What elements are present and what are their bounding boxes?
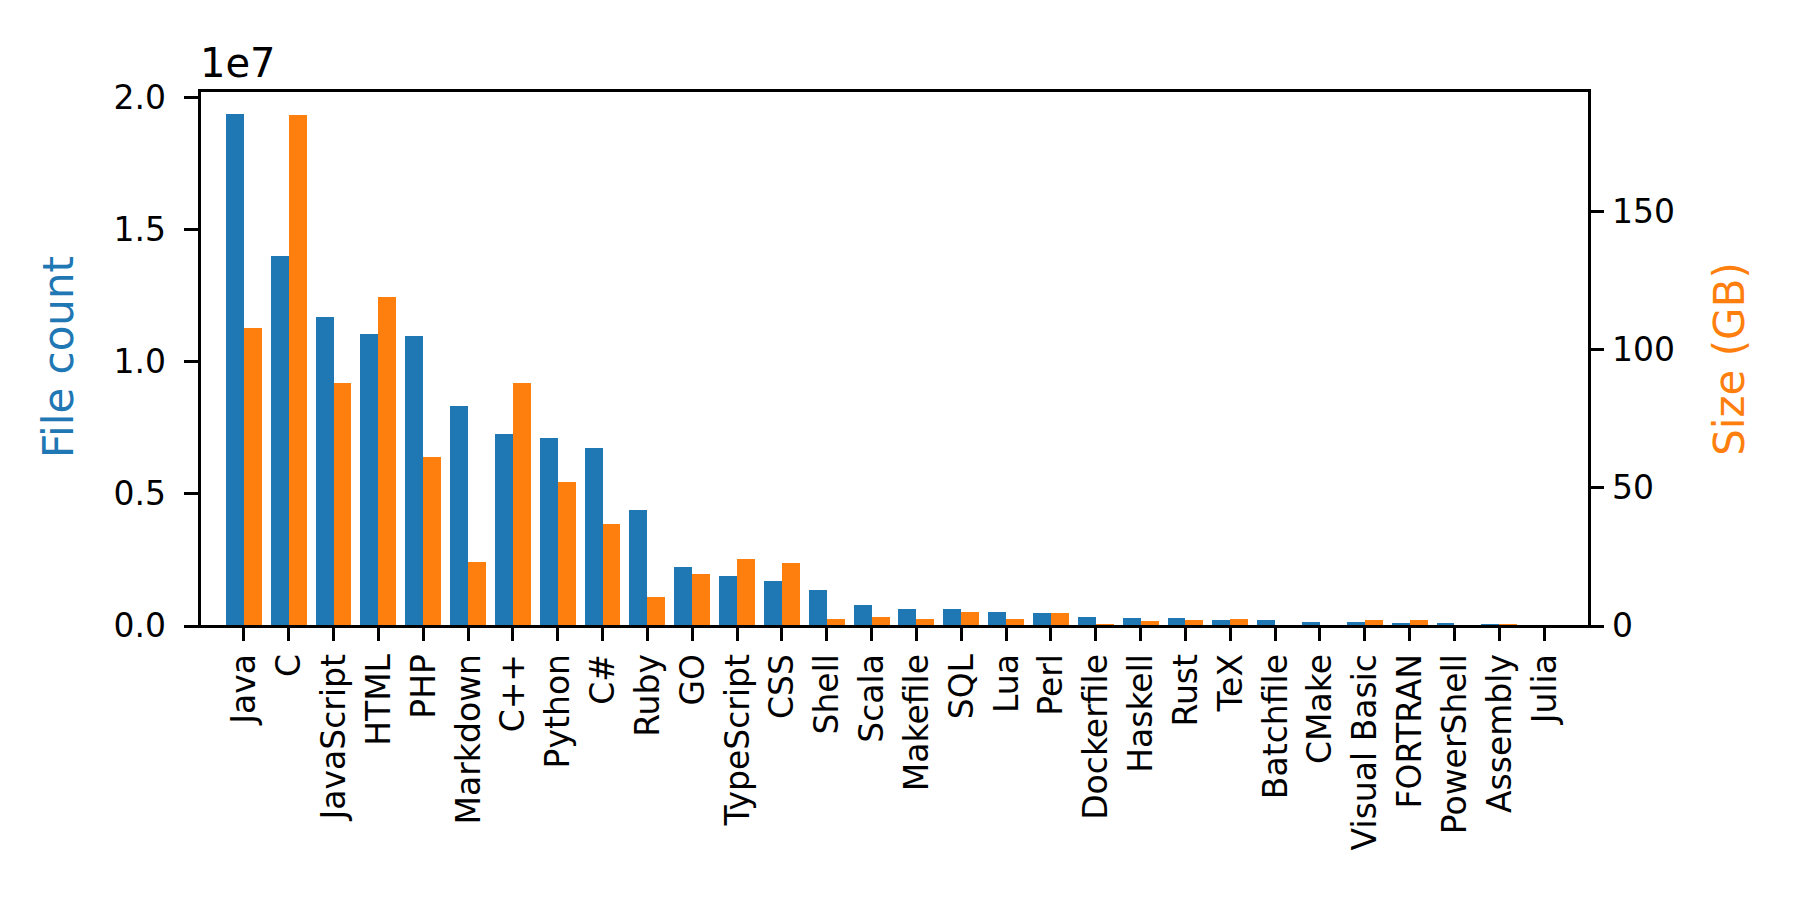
x-axis-tick [1184, 628, 1187, 642]
x-axis-tick-label: Julia [1528, 654, 1561, 723]
x-axis-tick [287, 628, 290, 642]
x-axis-tick [1498, 628, 1501, 642]
x-axis-tick [1363, 628, 1366, 642]
x-axis-tick-label: Haskell [1124, 654, 1157, 773]
x-axis-tick [1094, 628, 1097, 642]
x-axis-tick-label: TypeScript [721, 654, 754, 826]
y-axis-offset-text: 1e7 [200, 43, 276, 83]
x-axis-tick [1005, 628, 1008, 642]
x-axis-tick-label: Batchfile [1259, 654, 1292, 799]
x-axis-tick [377, 628, 380, 642]
x-axis-tick-label: Scala [855, 654, 888, 743]
x-axis-tick-label: C [272, 654, 305, 677]
y2-axis-tick-label: 0 [1612, 605, 1772, 647]
y-axis-tick [184, 492, 198, 495]
x-axis-tick-label: HTML [362, 654, 395, 746]
x-axis-tick [1274, 628, 1277, 642]
x-axis-tick-label: Dockerfile [1079, 654, 1112, 820]
y-axis-tick-label: 2.0 [46, 77, 166, 119]
x-axis-tick [870, 628, 873, 642]
x-axis-tick-label: Ruby [631, 654, 664, 737]
x-axis-tick [1453, 628, 1456, 642]
y-axis-tick [184, 625, 198, 628]
y-axis-tick [184, 228, 198, 231]
x-axis-tick [1408, 628, 1411, 642]
x-axis-tick [242, 628, 245, 642]
x-axis-tick [780, 628, 783, 642]
y2-axis-tick-label: 50 [1612, 467, 1772, 509]
x-axis-tick [1049, 628, 1052, 642]
x-axis-tick [601, 628, 604, 642]
x-axis-tick-label: Python [541, 654, 574, 768]
x-axis-tick [1318, 628, 1321, 642]
x-axis-tick-label: Shell [810, 654, 843, 735]
x-axis-tick-label: C# [586, 654, 619, 705]
x-axis-tick-label: PHP [407, 654, 440, 719]
x-axis-tick [736, 628, 739, 642]
x-axis-tick-label: JavaScript [317, 654, 350, 819]
x-axis-tick [825, 628, 828, 642]
x-axis-tick-label: Visual Basic [1348, 654, 1381, 850]
x-axis-tick-label: PowerShell [1438, 654, 1471, 834]
y-axis-tick [184, 360, 198, 363]
x-axis-tick-label: Assembly [1483, 654, 1516, 813]
x-axis-tick [1139, 628, 1142, 642]
y2-axis-tick [1591, 210, 1605, 213]
y2-axis-tick [1591, 486, 1605, 489]
y-axis-label: File count [34, 256, 83, 458]
y2-axis-tick [1591, 625, 1605, 628]
x-axis-tick-label: C++ [496, 654, 529, 732]
x-axis-tick [332, 628, 335, 642]
x-axis-tick [1543, 628, 1546, 642]
y2-axis-tick-label: 150 [1612, 191, 1772, 233]
y2-axis-label: Size (GB) [1705, 262, 1754, 456]
x-axis-tick-label: Lua [990, 654, 1023, 713]
x-axis-tick-label: SQL [945, 654, 978, 719]
x-axis-tick [960, 628, 963, 642]
x-axis-tick-label: Perl [1034, 654, 1067, 716]
x-axis-tick [915, 628, 918, 642]
x-axis-tick-label: Makefile [900, 654, 933, 791]
chart-canvas: 0.00.51.01.52.0050100150JavaCJavaScriptH… [0, 0, 1800, 900]
x-axis-tick [467, 628, 470, 642]
x-axis-tick-label: TeX [1214, 654, 1247, 711]
x-axis-tick-label: FORTRAN [1393, 654, 1426, 809]
y2-axis-tick [1591, 348, 1605, 351]
y-axis-tick-label: 0.5 [46, 473, 166, 515]
y-axis-tick-label: 1.5 [46, 209, 166, 251]
x-axis-tick-label: GO [676, 654, 709, 706]
y-axis-tick-label: 0.0 [46, 605, 166, 647]
x-axis-tick [511, 628, 514, 642]
x-axis-tick-label: CMake [1303, 654, 1336, 764]
x-axis-tick [422, 628, 425, 642]
x-axis-tick-label: CSS [765, 654, 798, 719]
x-axis-tick [1229, 628, 1232, 642]
x-axis-tick [646, 628, 649, 642]
x-axis-tick-label: Java [227, 654, 260, 724]
x-axis-tick [691, 628, 694, 642]
x-axis-tick-label: Rust [1169, 654, 1202, 727]
y-axis-tick [184, 96, 198, 99]
x-axis-tick [556, 628, 559, 642]
plot-area [198, 89, 1591, 628]
x-axis-tick-label: Markdown [452, 654, 485, 824]
